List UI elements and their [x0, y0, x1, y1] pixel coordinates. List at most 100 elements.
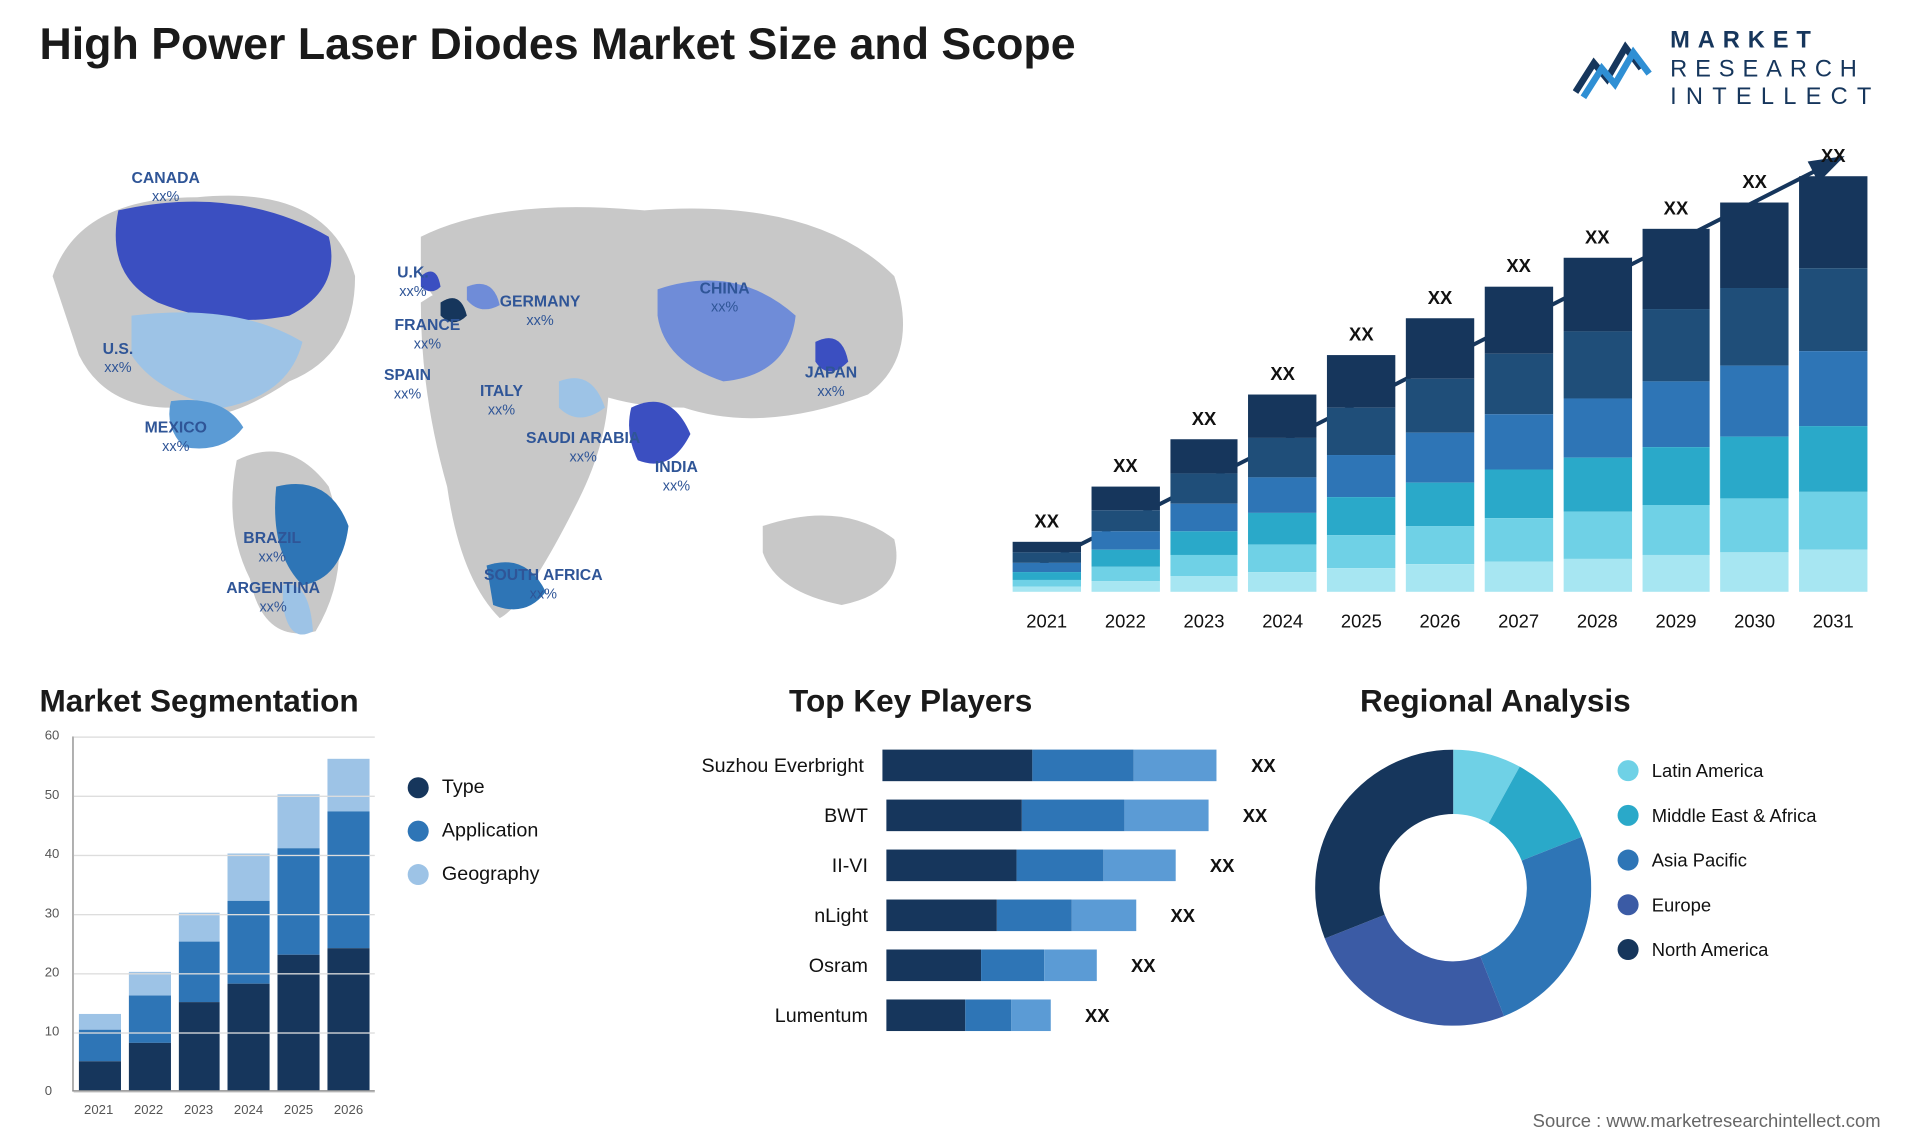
y-tick: 0 [45, 1084, 52, 1098]
players-title: Top Key Players [789, 684, 1032, 721]
x-tick: 2024 [228, 1103, 270, 1117]
x-tick: 2021 [78, 1103, 120, 1117]
player-value: XX [1085, 1005, 1110, 1026]
bar-value-label: XX [1170, 408, 1238, 429]
forecast-bar: XX [1485, 287, 1553, 592]
logo-line-2: RESEARCH [1670, 55, 1880, 83]
map-label: JAPANxx% [805, 363, 857, 402]
source-footer: Source : www.marketresearchintellect.com [1533, 1110, 1881, 1131]
player-value: XX [1243, 805, 1268, 826]
world-map-region: CANADAxx% U.S.xx% MEXICOxx% BRAZILxx% ARGENT… [26, 132, 947, 658]
player-name: II-VI [671, 854, 868, 876]
brand-logo: MARKET RESEARCH INTELLECT [1573, 26, 1881, 111]
player-value: XX [1131, 955, 1156, 976]
segmentation-bar [328, 759, 370, 1090]
map-label: MEXICOxx% [145, 418, 207, 457]
map-label: CHINAxx% [700, 279, 750, 318]
bar-value-label: XX [1721, 171, 1789, 192]
bar-value-label: XX [1563, 226, 1631, 247]
map-label: ARGENTINAxx% [226, 579, 320, 618]
player-name: Osram [671, 954, 868, 976]
y-tick: 30 [45, 907, 60, 921]
map-label: SAUDI ARABIAxx% [526, 429, 640, 468]
forecast-bar: XX [1170, 439, 1238, 592]
x-tick: 2022 [1091, 610, 1159, 631]
forecast-bar: XX [1642, 229, 1710, 592]
players-chart: Suzhou EverbrightXXBWTXXII-VIXXnLightXXO… [671, 736, 1276, 1117]
segmentation-title: Market Segmentation [39, 684, 358, 721]
forecast-bar: XX [1721, 203, 1789, 592]
forecast-bar-chart: XXXXXXXXXXXXXXXXXXXXXX 20212022202320242… [1013, 132, 1868, 632]
legend-item: North America [1618, 939, 1817, 960]
y-tick: 20 [45, 966, 60, 980]
bar-value-label: XX [1642, 197, 1710, 218]
player-bar [886, 950, 1096, 982]
map-label: SOUTH AFRICAxx% [484, 565, 603, 604]
logo-line-3: INTELLECT [1670, 83, 1880, 111]
y-tick: 60 [45, 729, 60, 743]
segmentation-bar [129, 972, 171, 1090]
player-value: XX [1251, 755, 1276, 776]
player-row: Lumentum XX [671, 999, 1276, 1031]
player-row: nLightXX [671, 900, 1276, 932]
map-label: INDIAxx% [655, 458, 698, 497]
x-tick: 2026 [1406, 610, 1474, 631]
segmentation-chart: 0102030405060 202120222023202420252026 T… [39, 736, 591, 1117]
x-tick: 2027 [1485, 610, 1553, 631]
player-row: BWT XX [671, 800, 1276, 832]
x-tick: 2028 [1563, 610, 1631, 631]
map-label: GERMANYxx% [500, 292, 581, 331]
player-bar [886, 999, 1050, 1031]
forecast-bar: XX [1799, 176, 1867, 592]
forecast-bar: XX [1091, 487, 1159, 592]
donut-title: Regional Analysis [1360, 684, 1631, 721]
player-value: XX [1210, 855, 1235, 876]
forecast-bar: XX [1563, 258, 1631, 592]
y-tick: 40 [45, 848, 60, 862]
segmentation-bar [79, 1013, 121, 1090]
x-tick: 2022 [128, 1103, 170, 1117]
player-row: Osram XX [671, 950, 1276, 982]
x-tick: 2031 [1799, 610, 1867, 631]
forecast-bar: XX [1406, 318, 1474, 592]
x-tick: 2023 [178, 1103, 220, 1117]
player-name: Suzhou Everbright [671, 754, 864, 776]
segmentation-bar [278, 794, 320, 1090]
bar-value-label: XX [1249, 363, 1317, 384]
x-tick: 2021 [1013, 610, 1081, 631]
player-name: Lumentum [671, 1004, 868, 1026]
player-name: BWT [671, 804, 868, 826]
legend-item: Middle East & Africa [1618, 805, 1817, 826]
segmentation-bar [178, 913, 220, 1091]
bar-value-label: XX [1406, 287, 1474, 308]
forecast-bar: XX [1013, 542, 1081, 592]
bar-value-label: XX [1485, 255, 1553, 276]
player-row: II-VI XX [671, 850, 1276, 882]
x-tick: 2025 [277, 1103, 319, 1117]
legend-item: Application [408, 819, 540, 841]
legend-item: Type [408, 776, 540, 798]
y-tick: 50 [45, 788, 60, 802]
page-title: High Power Laser Diodes Market Size and … [39, 20, 1075, 71]
x-tick: 2023 [1170, 610, 1238, 631]
legend-item: Europe [1618, 894, 1817, 915]
x-tick: 2029 [1642, 610, 1710, 631]
player-bar [886, 900, 1136, 932]
bar-value-label: XX [1327, 324, 1395, 345]
map-label: SPAINxx% [384, 366, 431, 405]
map-label: FRANCExx% [395, 316, 461, 355]
player-row: Suzhou Everbright XX [671, 750, 1276, 782]
y-tick: 10 [45, 1025, 60, 1039]
regional-donut-chart: Latin America Middle East & Africa Asia Pa… [1315, 736, 1880, 1117]
map-label: ITALYxx% [480, 381, 523, 420]
player-name: nLight [671, 904, 868, 926]
x-tick: 2024 [1249, 610, 1317, 631]
map-label: CANADAxx% [132, 168, 200, 207]
legend-item: Latin America [1618, 760, 1817, 781]
logo-line-1: MARKET [1670, 26, 1880, 54]
map-label: U.S.xx% [103, 339, 134, 378]
player-bar [886, 850, 1175, 882]
map-label: BRAZILxx% [243, 529, 301, 568]
legend-item: Asia Pacific [1618, 850, 1817, 871]
forecast-bar: XX [1249, 395, 1317, 592]
